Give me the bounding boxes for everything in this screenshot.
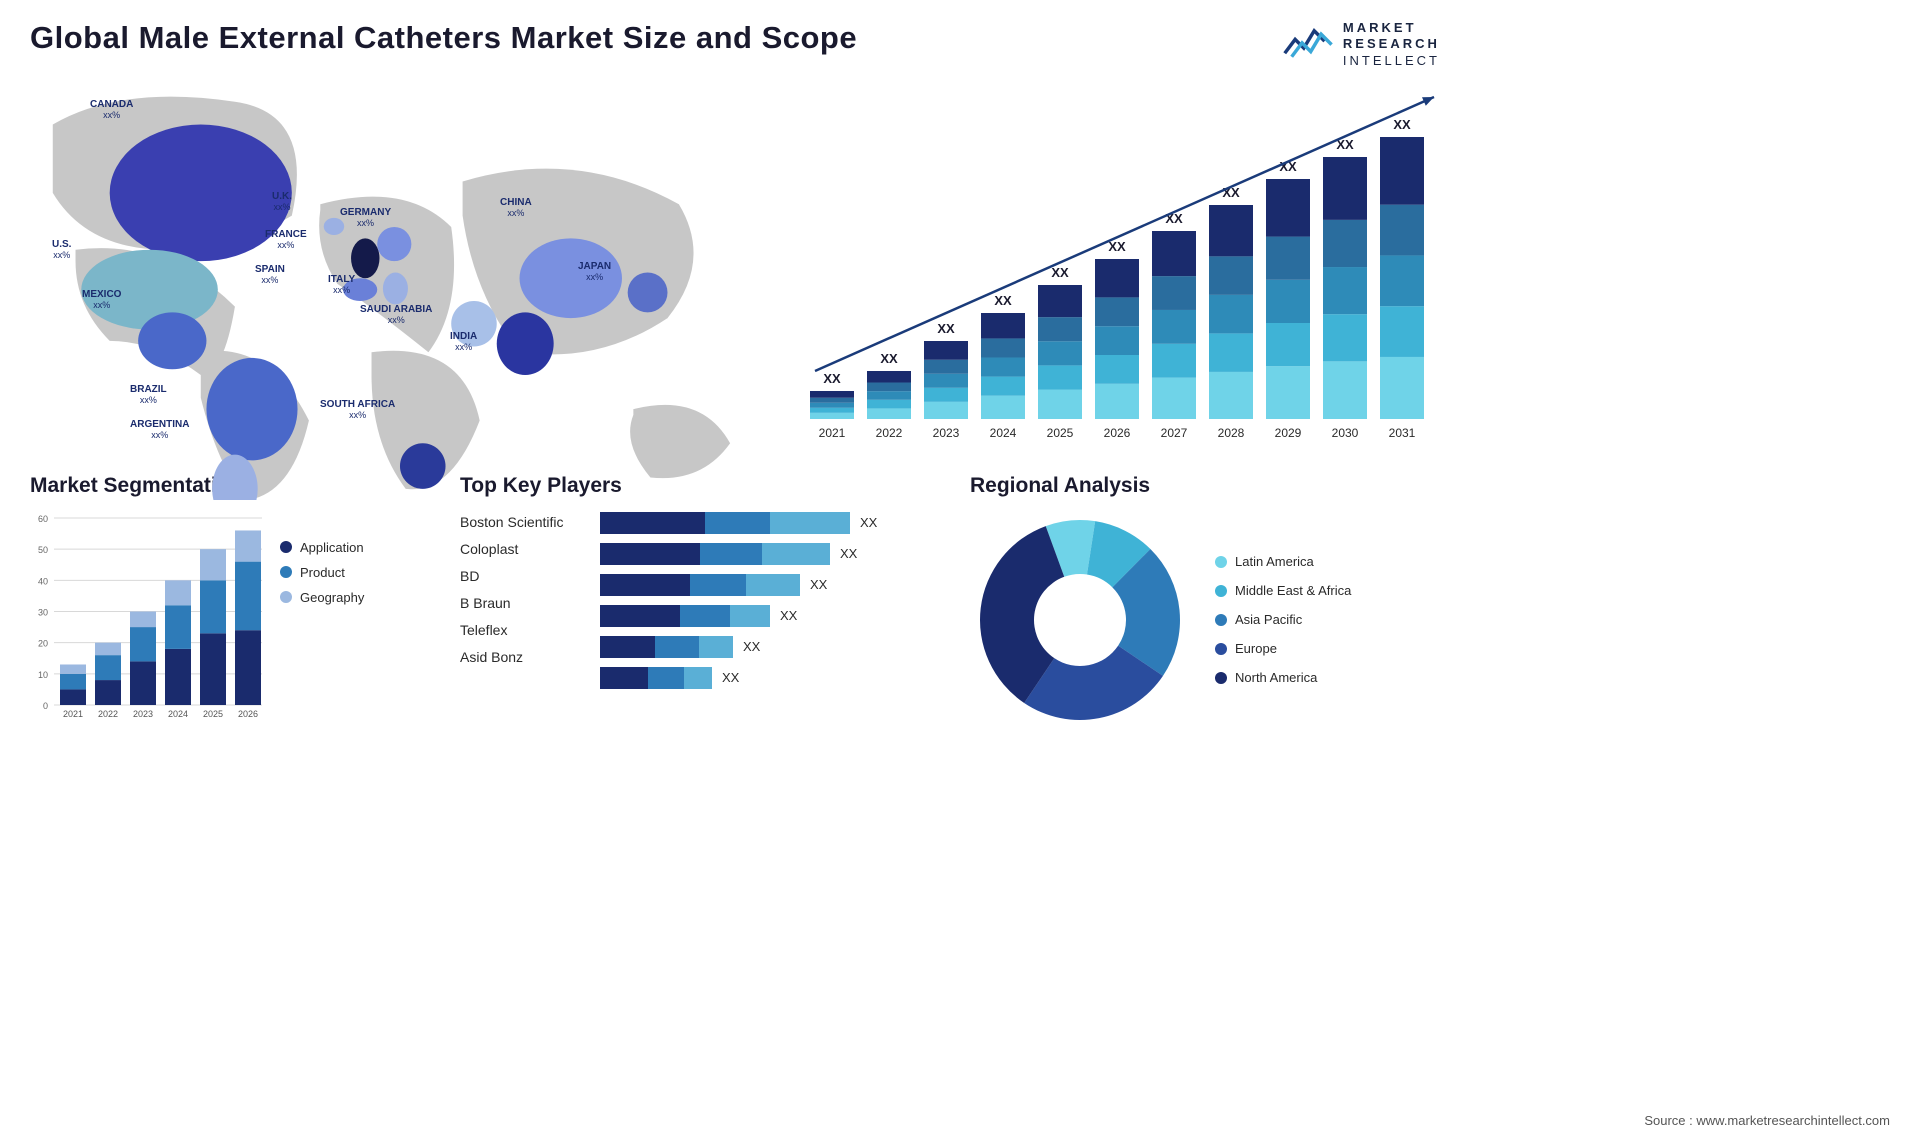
svg-text:2028: 2028 [1218, 426, 1245, 440]
svg-text:2026: 2026 [238, 709, 258, 719]
regional-section: Regional Analysis Latin America Middle Ea… [970, 474, 1440, 730]
logo-text: MARKET RESEARCH INTELLECT [1343, 20, 1440, 69]
players-bars-chart: XX XX XX XX XX XX [600, 510, 940, 689]
svg-text:40: 40 [38, 576, 48, 586]
player-bar-row: XX [600, 512, 940, 534]
svg-text:XX: XX [823, 371, 841, 386]
world-map: CANADAxx% U.S.xx% MEXICOxx% BRAZILxx% ARGENT… [30, 79, 770, 449]
svg-text:2022: 2022 [876, 426, 903, 440]
svg-text:50: 50 [38, 545, 48, 555]
svg-text:2026: 2026 [1104, 426, 1131, 440]
growth-bar-chart: XX2021XX2022XX2023XX2024XX2025XX2026XX20… [800, 79, 1440, 449]
svg-text:30: 30 [38, 607, 48, 617]
legend-item: Geography [280, 590, 364, 605]
segmentation-section: Market Segmentation 01020304050602021202… [30, 474, 430, 730]
legend-item: Asia Pacific [1215, 612, 1351, 627]
svg-text:2024: 2024 [990, 426, 1017, 440]
map-label: SOUTH AFRICAxx% [320, 399, 395, 421]
legend-item: Application [280, 540, 364, 555]
map-label: ARGENTINAxx% [130, 419, 189, 441]
legend-item: Europe [1215, 641, 1351, 656]
map-label: U.S.xx% [52, 239, 71, 261]
player-bar-row: XX [600, 667, 940, 689]
svg-text:10: 10 [38, 670, 48, 680]
key-players-section: Top Key Players Boston ScientificColopla… [460, 474, 940, 730]
svg-text:XX: XX [1051, 265, 1069, 280]
svg-text:0: 0 [43, 701, 48, 711]
regional-donut-chart [970, 510, 1190, 730]
player-bar-row: XX [600, 543, 940, 565]
svg-text:2021: 2021 [63, 709, 83, 719]
brand-logo: MARKET RESEARCH INTELLECT [1283, 20, 1440, 69]
players-names: Boston Scientific Coloplast BD B Braun Telef… [460, 510, 590, 689]
svg-text:XX: XX [880, 351, 898, 366]
svg-text:XX: XX [994, 293, 1012, 308]
svg-text:2031: 2031 [1389, 426, 1416, 440]
regional-legend: Latin America Middle East & Africa Asia Pa… [1215, 554, 1351, 685]
map-label: SAUDI ARABIAxx% [360, 304, 432, 326]
map-label: INDIAxx% [450, 331, 477, 353]
svg-text:2023: 2023 [933, 426, 960, 440]
svg-text:2030: 2030 [1332, 426, 1359, 440]
regional-title: Regional Analysis [970, 474, 1440, 498]
svg-text:2024: 2024 [168, 709, 188, 719]
player-name: BD [460, 568, 590, 584]
growth-svg: XX2021XX2022XX2023XX2024XX2025XX2026XX20… [800, 79, 1440, 449]
svg-text:2025: 2025 [203, 709, 223, 719]
segmentation-legend: Application Product Geography [280, 510, 364, 720]
logo-mark-icon [1283, 22, 1335, 67]
svg-text:60: 60 [38, 514, 48, 524]
player-name: Teleflex [460, 622, 590, 638]
svg-text:2023: 2023 [133, 709, 153, 719]
map-label: BRAZILxx% [130, 384, 167, 406]
player-bar-row: XX [600, 636, 940, 658]
svg-text:2021: 2021 [819, 426, 846, 440]
segmentation-chart: 0 10 20 30 40 50 60 2021 2022 2023 2024 2025 2026 [30, 510, 265, 720]
map-label: MEXICOxx% [82, 289, 121, 311]
svg-text:XX: XX [937, 321, 955, 336]
player-name: B Braun [460, 595, 590, 611]
map-label: SPAINxx% [255, 264, 285, 286]
map-label: JAPANxx% [578, 261, 611, 283]
svg-text:2027: 2027 [1161, 426, 1188, 440]
svg-text:2025: 2025 [1047, 426, 1074, 440]
map-label: U.K.xx% [272, 191, 292, 213]
legend-item: North America [1215, 670, 1351, 685]
svg-text:20: 20 [38, 638, 48, 648]
legend-item: Latin America [1215, 554, 1351, 569]
legend-item: Product [280, 565, 364, 580]
player-name: Boston Scientific [460, 514, 590, 530]
legend-item: Middle East & Africa [1215, 583, 1351, 598]
svg-text:2022: 2022 [98, 709, 118, 719]
player-bar-row: XX [600, 574, 940, 596]
map-label: GERMANYxx% [340, 207, 391, 229]
map-label: ITALYxx% [328, 274, 355, 296]
map-label: CHINAxx% [500, 197, 532, 219]
svg-text:XX: XX [1393, 117, 1411, 132]
svg-text:2029: 2029 [1275, 426, 1302, 440]
player-name: Coloplast [460, 541, 590, 557]
player-name: Asid Bonz [460, 649, 590, 665]
page-title: Global Male External Catheters Market Si… [30, 20, 857, 56]
source-attribution: Source : www.marketresearchintellect.com [1644, 1113, 1890, 1128]
map-label: CANADAxx% [90, 99, 133, 121]
map-label: FRANCExx% [265, 229, 307, 251]
player-bar-row: XX [600, 605, 940, 627]
